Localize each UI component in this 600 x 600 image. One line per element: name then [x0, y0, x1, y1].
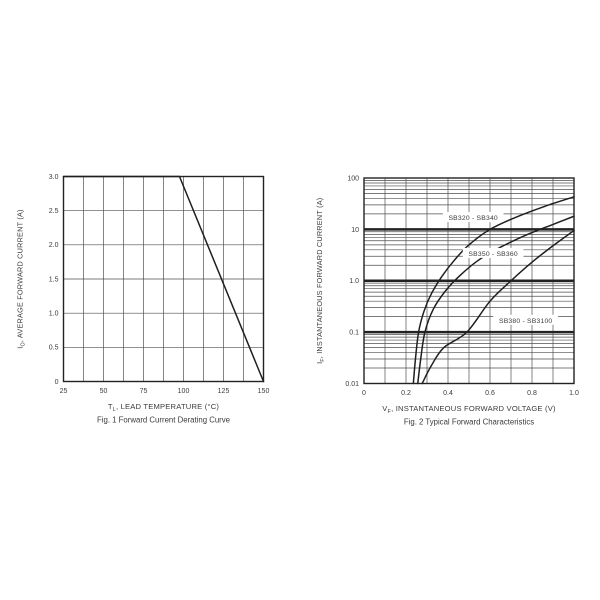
x-tick-label: 75 [140, 388, 148, 395]
x-tick-label: 0.2 [401, 390, 411, 397]
series-SB350-SB360 [417, 215, 575, 385]
x-tick-label: 100 [178, 388, 190, 395]
fig2-grid [364, 178, 574, 384]
fig1-chart: 25 50 75 100 125 150 3.0 2.5 2.0 1.5 1.0 0.5 0 TL, LE… [16, 174, 270, 425]
fig1-caption: Fig. 1 Forward Current Derating Curve [97, 416, 230, 425]
curve-label-bg [462, 247, 524, 258]
fig2-caption: Fig. 2 Typical Forward Characteristics [404, 418, 534, 427]
x-tick-label: 0.6 [485, 390, 495, 397]
curve-label-bg [442, 212, 504, 223]
x-tick-label: 0.8 [527, 390, 537, 397]
curve-label: SB350 - SB360 [468, 251, 517, 258]
y-tick-label: 0.01 [345, 381, 359, 388]
y-tick-label: 0 [55, 379, 59, 386]
x-tick-label: 25 [60, 388, 68, 395]
y-tick-label: 2.0 [49, 242, 59, 249]
series-derating-curve [62, 175, 265, 383]
series-SB380-SB3100 [421, 229, 575, 385]
y-tick-label: 2.5 [49, 208, 59, 215]
x-tick-label: 125 [218, 388, 230, 395]
y-tick-label: 100 [347, 175, 359, 182]
y-tick-label: 1.5 [49, 276, 59, 283]
fig2-x-axis-title: VF, INSTANTANEOUS FORWARD VOLTAGE (V) [382, 404, 556, 415]
y-tick-label: 0.5 [49, 345, 59, 352]
curve-label: SB320 - SB340 [448, 215, 497, 222]
x-tick-label: 0 [362, 390, 366, 397]
fig2-chart: SB320 - SB340 SB350 - SB360 SB380 - SB3100… [315, 175, 579, 426]
series-SB320-SB340 [412, 196, 575, 385]
y-tick-label: 10 [351, 227, 359, 234]
y-tick-label: 0.1 [349, 330, 359, 337]
fig1-grid [63, 176, 264, 382]
fig2-y-axis-title: IF, INSTANTANEOUS FORWARD CURRENT (A) [315, 198, 326, 364]
x-tick-label: 50 [100, 388, 108, 395]
fig1-x-axis-title: TL, LEAD TEMPERATURE (°C) [108, 402, 219, 413]
curve-label-bg [493, 314, 559, 325]
x-tick-label: 1.0 [569, 390, 579, 397]
x-tick-label: 150 [258, 388, 270, 395]
curve-label: SB380 - SB3100 [499, 318, 552, 325]
y-tick-label: 3.0 [49, 174, 59, 181]
y-tick-label: 1.0 [49, 311, 59, 318]
x-tick-label: 0.4 [443, 390, 453, 397]
fig1-y-axis-title: IO, AVERAGE FORWARD CURRENT (A) [16, 209, 27, 348]
plot-frame [363, 177, 575, 385]
y-tick-label: 1.0 [349, 278, 359, 285]
